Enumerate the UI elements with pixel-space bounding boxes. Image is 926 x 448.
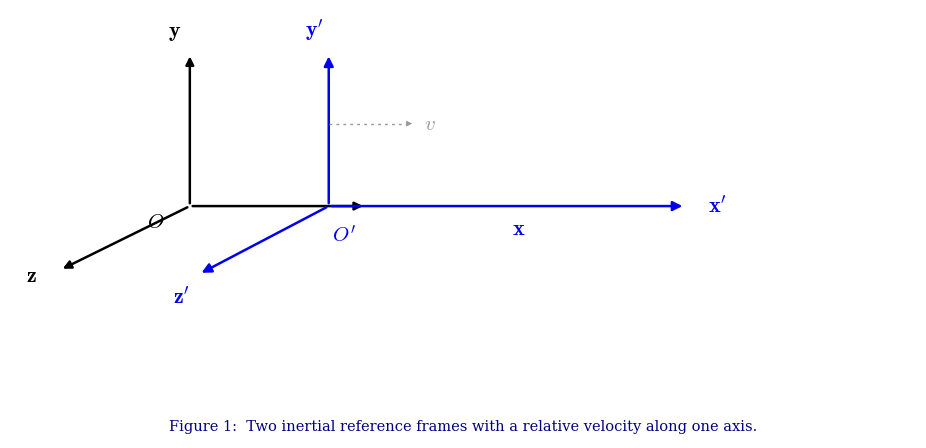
Text: $O'$: $O'$: [332, 224, 356, 246]
Text: $v$: $v$: [424, 114, 436, 134]
Text: $O$: $O$: [147, 212, 164, 232]
Text: $\mathbf{z'}$: $\mathbf{z'}$: [173, 286, 190, 308]
Text: $\mathbf{x'}$: $\mathbf{x'}$: [708, 195, 727, 217]
Text: $\mathbf{z}$: $\mathbf{z}$: [26, 266, 37, 286]
Text: $\mathbf{x}$: $\mathbf{x}$: [512, 219, 525, 239]
Text: Figure 1:  Two inertial reference frames with a relative velocity along one axis: Figure 1: Two inertial reference frames …: [169, 420, 757, 434]
Text: $\mathbf{y'}$: $\mathbf{y'}$: [306, 17, 324, 43]
Text: $\mathbf{y}$: $\mathbf{y}$: [168, 23, 181, 43]
